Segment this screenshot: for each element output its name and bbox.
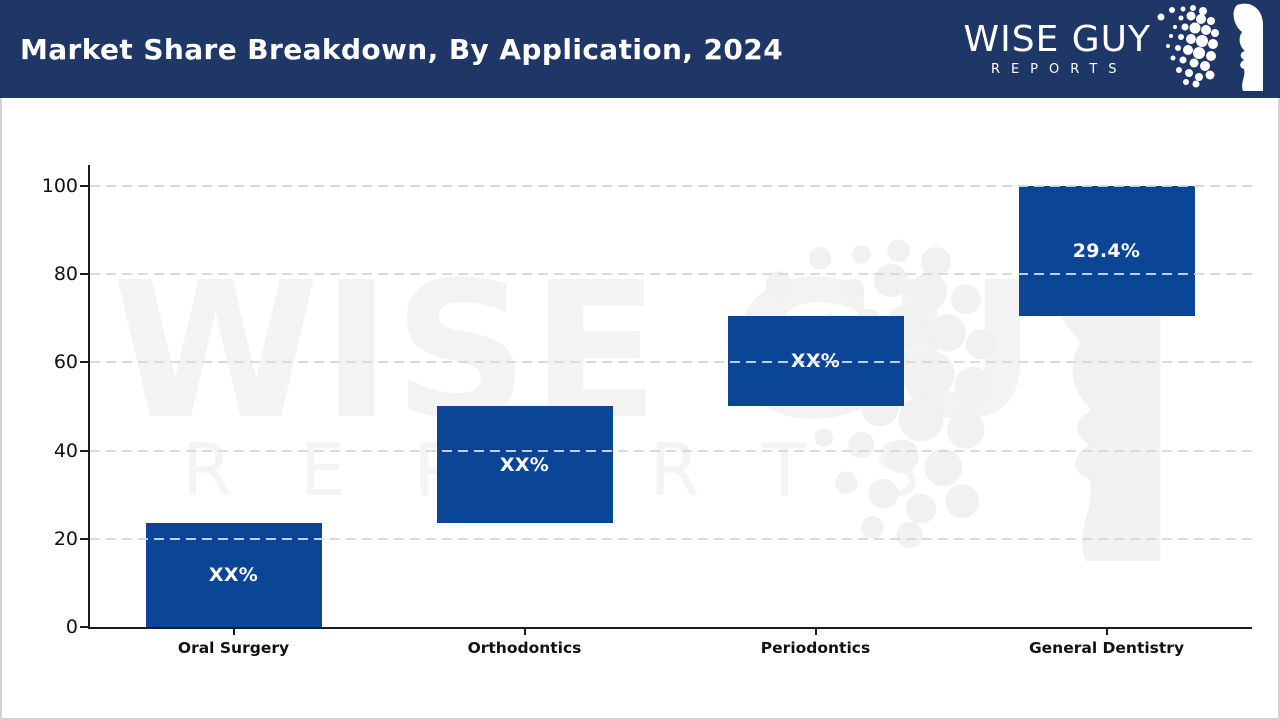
x-tick xyxy=(232,629,235,635)
chart-title: Market Share Breakdown, By Application, … xyxy=(20,32,784,66)
gridline-60 xyxy=(90,361,1252,364)
gridline-100 xyxy=(90,185,1252,187)
y-axis-spine xyxy=(88,165,90,629)
frame-border-right xyxy=(1278,98,1280,720)
frame-border-bottom xyxy=(0,718,1280,720)
x-tick xyxy=(523,629,526,635)
logo-face-dots-icon xyxy=(1157,3,1263,91)
y-tick xyxy=(80,273,88,276)
bar-value-label: XX% xyxy=(790,349,841,372)
y-tick-label-100: 100 xyxy=(41,175,78,197)
gridline-40 xyxy=(90,449,1252,452)
header-bar: Market Share Breakdown, By Application, … xyxy=(0,0,1280,98)
bar-general-dentistry: 29.4% xyxy=(1018,186,1195,316)
x-category-label-orthodontics: Orthodontics xyxy=(467,639,582,657)
y-tick xyxy=(80,361,88,364)
y-tick-label-0: 0 xyxy=(65,616,78,638)
bar-value-label: 29.4% xyxy=(1072,239,1141,262)
logo-wordmark: WISE GUY xyxy=(963,18,1151,60)
x-axis-spine xyxy=(88,627,1252,629)
bar-value-label: XX% xyxy=(499,453,550,476)
bar-periodontics: XX% xyxy=(727,315,904,407)
frame-border-left xyxy=(0,98,2,720)
logo: WISE GUY REPORTS xyxy=(964,3,1280,95)
bar-orthodontics: XX% xyxy=(436,406,613,524)
y-tick xyxy=(80,449,88,452)
y-tick-label-80: 80 xyxy=(53,263,78,286)
bar-oral-surgery: XX% xyxy=(145,523,322,627)
logo-text: WISE GUY REPORTS xyxy=(963,18,1152,77)
bar-value-label: XX% xyxy=(208,564,259,587)
x-category-label-general-dentistry: General Dentistry xyxy=(1028,639,1185,657)
y-tick-label-40: 40 xyxy=(53,439,78,462)
y-tick-label-20: 20 xyxy=(53,527,78,550)
y-tick xyxy=(80,537,88,540)
x-tick xyxy=(1105,629,1108,635)
x-category-label-periodontics: Periodontics xyxy=(760,639,871,657)
x-category-label-oral-surgery: Oral Surgery xyxy=(177,639,290,657)
y-tick xyxy=(80,185,88,187)
gridline-20 xyxy=(90,537,1252,540)
y-tick-label-60: 60 xyxy=(53,351,78,374)
logo-subtext: REPORTS xyxy=(990,61,1128,77)
gridline-80 xyxy=(90,273,1252,276)
x-tick xyxy=(814,629,817,635)
y-tick xyxy=(80,626,88,628)
watermark-wordmark: WISE GUY xyxy=(112,242,1178,461)
